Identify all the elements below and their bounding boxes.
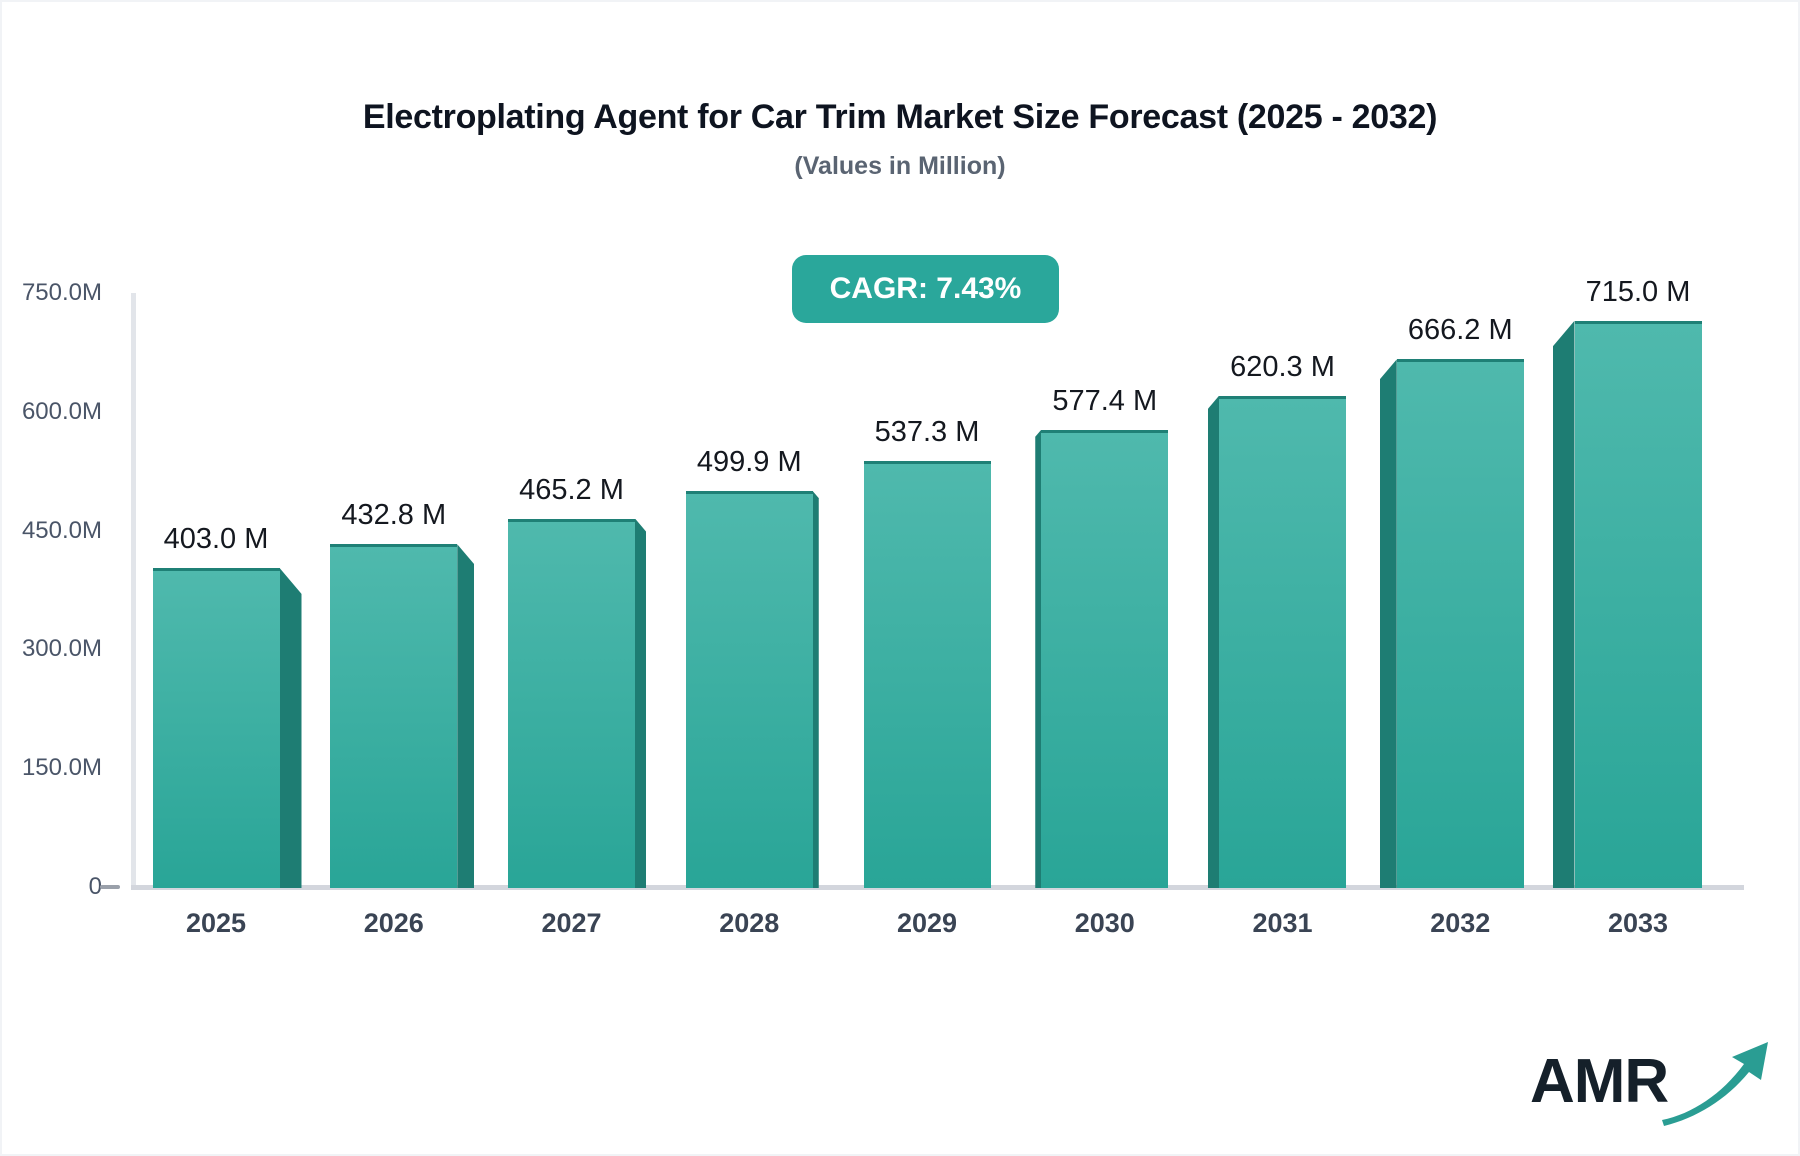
- bar-side-face: [812, 491, 819, 888]
- bar-value-label: 715.0 M: [1585, 275, 1691, 308]
- x-axis-label: 2032: [1430, 908, 1491, 938]
- bar-value-label: 403.0 M: [163, 522, 269, 555]
- bar-value-label: 620.3 M: [1230, 350, 1335, 383]
- bar-2027[interactable]: [508, 518, 635, 888]
- x-axis-label: 2027: [541, 908, 602, 938]
- bar-side-face: [279, 567, 302, 888]
- cagr-badge: CAGR: 7.43%: [792, 255, 1059, 323]
- y-axis-line: [131, 293, 136, 890]
- bar-side-face: [635, 518, 646, 888]
- y-axis-label: 750.0M: [21, 279, 102, 306]
- bar-value-label: 537.3 M: [874, 416, 980, 449]
- bar-side-face: [1035, 429, 1042, 888]
- chart-title: Electroplating Agent for Car Trim Market…: [362, 98, 1438, 136]
- bar-2030[interactable]: [1041, 429, 1169, 888]
- x-axis-label: 2030: [1074, 908, 1135, 938]
- logo-text: AMR: [1530, 1047, 1669, 1116]
- bar-side-face: [1208, 395, 1219, 888]
- x-axis-label: 2028: [719, 908, 780, 938]
- bar-2025[interactable]: [152, 567, 280, 888]
- zero-tick-icon: [100, 885, 120, 889]
- bar-2033[interactable]: [1574, 320, 1702, 888]
- x-axis-label: 2025: [185, 908, 247, 938]
- bar-value-label: 465.2 M: [519, 473, 624, 506]
- bar-value-label: 432.8 M: [341, 499, 447, 532]
- bar-2032[interactable]: [1396, 359, 1524, 888]
- growth-arrow-icon: [1662, 1042, 1768, 1126]
- chart-subtitle: (Values in Million): [794, 152, 1006, 180]
- x-axis-label: 2031: [1252, 908, 1313, 938]
- y-axis-label: 150.0M: [21, 754, 102, 782]
- bar-side-face: [1379, 359, 1397, 888]
- bar-value-label: 577.4 M: [1052, 384, 1158, 417]
- bar-2029[interactable]: [863, 461, 991, 888]
- y-axis-label: 600.0M: [21, 397, 102, 425]
- x-axis-label: 2029: [896, 908, 958, 938]
- y-axis-label: 0: [88, 873, 102, 900]
- y-axis-label: 450.0M: [21, 516, 102, 544]
- x-axis-label: 2033: [1607, 908, 1669, 938]
- bar-value-label: 666.2 M: [1407, 314, 1513, 347]
- bar-value-label: 499.9 M: [696, 446, 802, 479]
- bar-2031[interactable]: [1219, 395, 1346, 888]
- bar-2028[interactable]: [685, 491, 813, 888]
- x-axis-label: 2026: [363, 908, 424, 938]
- bar-side-face: [1552, 320, 1575, 888]
- y-axis-label: 300.0M: [21, 635, 102, 663]
- cagr-badge-label: CAGR: 7.43%: [829, 272, 1022, 305]
- bar-2026[interactable]: [330, 544, 458, 888]
- bar-side-face: [457, 544, 475, 888]
- company-logo: AMR: [1530, 1032, 1780, 1132]
